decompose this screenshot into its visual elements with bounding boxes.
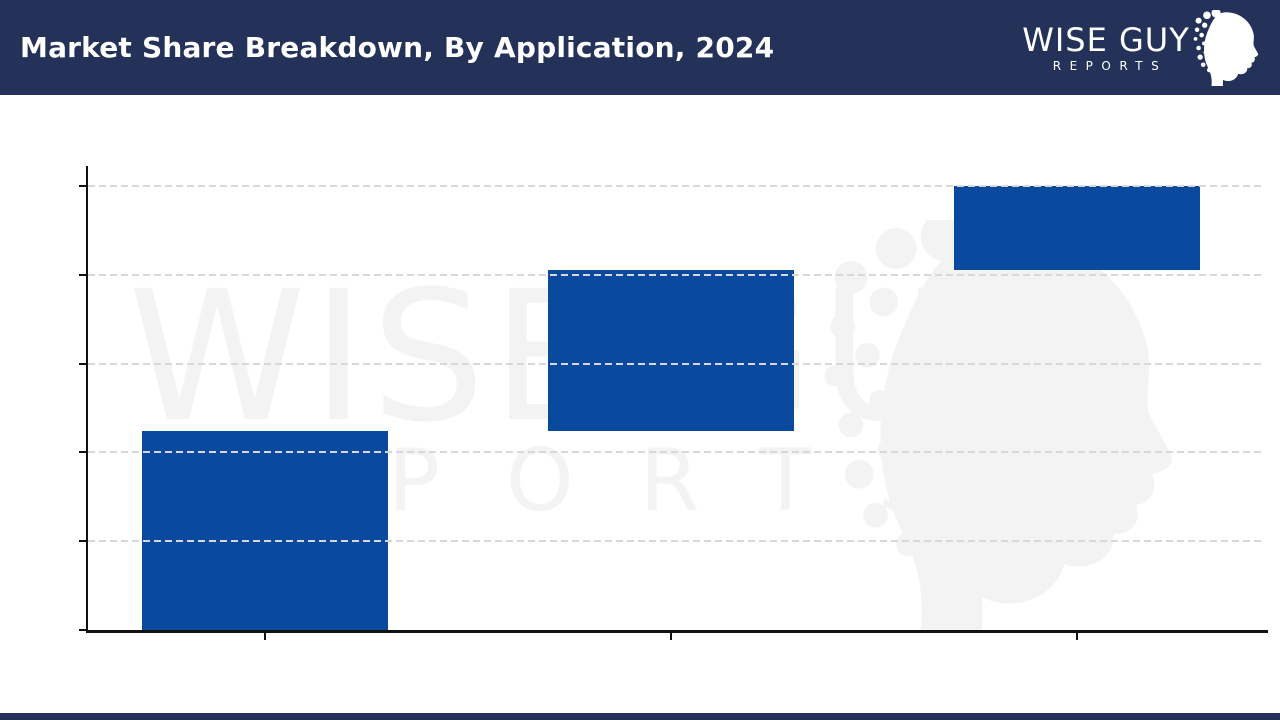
wise-guy-reports-logo: WISE GUY REPORTS bbox=[1020, 6, 1270, 90]
y-tick-20 bbox=[79, 540, 86, 543]
y-tick-60 bbox=[79, 362, 86, 365]
header-bar: Market Share Breakdown, By Application, … bbox=[0, 0, 1280, 95]
gridline-80 bbox=[88, 273, 1262, 276]
logo-face-icon bbox=[1193, 10, 1259, 86]
page-title: Market Share Breakdown, By Application, … bbox=[20, 31, 775, 64]
x-axis-line bbox=[86, 630, 1268, 633]
bar-training bbox=[954, 186, 1200, 271]
gridline-20 bbox=[88, 540, 1262, 543]
logo-text: WISE GUY REPORTS bbox=[1020, 20, 1192, 74]
y-axis-line bbox=[86, 166, 88, 633]
bar-label-competitive-play bbox=[548, 270, 794, 430]
logo-reports-label: REPORTS bbox=[1052, 59, 1168, 74]
chart-area: WISE GUY REPORTS bbox=[0, 95, 1280, 713]
gridline-60 bbox=[88, 362, 1262, 365]
bar-recreational-use bbox=[142, 430, 388, 630]
y-tick-40 bbox=[79, 451, 86, 454]
footer-bar bbox=[0, 713, 1280, 720]
y-tick-0 bbox=[79, 629, 86, 631]
x-tick-3 bbox=[1076, 633, 1078, 640]
y-tick-80 bbox=[79, 273, 86, 276]
x-tick-2 bbox=[670, 633, 672, 640]
bar-competitive-play bbox=[548, 270, 794, 431]
gridline-100 bbox=[88, 185, 1262, 187]
logo-wise-guy-label: WISE GUY bbox=[1022, 20, 1190, 59]
y-tick-100 bbox=[79, 185, 86, 187]
bar-label-training bbox=[954, 186, 1200, 270]
bar-label-recreational-use bbox=[142, 431, 388, 630]
gridline-40 bbox=[88, 451, 1262, 454]
x-tick-1 bbox=[264, 633, 266, 640]
watermark-face-icon bbox=[824, 220, 1172, 630]
